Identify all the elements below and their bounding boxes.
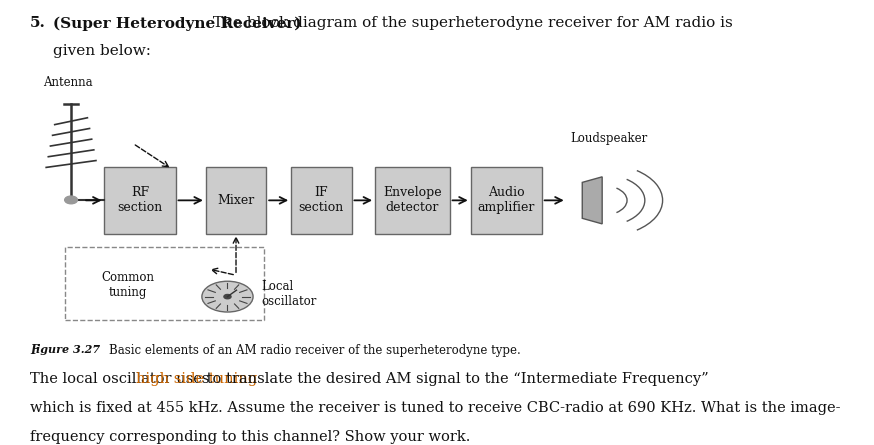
Text: to translate the desired AM signal to the “Intermediate Frequency”: to translate the desired AM signal to th… bbox=[202, 372, 708, 385]
Text: given below:: given below: bbox=[52, 44, 150, 58]
Text: The local oscillator uses: The local oscillator uses bbox=[30, 372, 214, 385]
Text: Envelope
detector: Envelope detector bbox=[383, 186, 441, 214]
Text: Audio
amplifier: Audio amplifier bbox=[477, 186, 535, 214]
Text: Local
oscillator: Local oscillator bbox=[261, 280, 317, 308]
Text: F: F bbox=[30, 344, 38, 357]
Text: frequency corresponding to this channel? Show your work.: frequency corresponding to this channel?… bbox=[30, 430, 470, 444]
Text: (Super Heterodyne Receiver): (Super Heterodyne Receiver) bbox=[52, 16, 301, 31]
Text: igure 3.27: igure 3.27 bbox=[36, 344, 100, 355]
Text: Antenna: Antenna bbox=[44, 76, 93, 89]
FancyBboxPatch shape bbox=[105, 167, 176, 234]
FancyBboxPatch shape bbox=[375, 167, 449, 234]
Text: which is fixed at 455 kHz. Assume the receiver is tuned to receive CBC-radio at : which is fixed at 455 kHz. Assume the re… bbox=[30, 400, 840, 415]
Text: Common
tuning: Common tuning bbox=[101, 271, 155, 299]
FancyBboxPatch shape bbox=[205, 167, 267, 234]
FancyBboxPatch shape bbox=[291, 167, 351, 234]
Text: The block diagram of the superheterodyne receiver for AM radio is: The block diagram of the superheterodyne… bbox=[207, 16, 732, 30]
Text: Basic elements of an AM radio receiver of the superheterodyne type.: Basic elements of an AM radio receiver o… bbox=[94, 344, 521, 357]
Circle shape bbox=[202, 281, 253, 312]
FancyBboxPatch shape bbox=[470, 167, 542, 234]
Polygon shape bbox=[582, 177, 602, 224]
Text: 5.: 5. bbox=[30, 16, 45, 30]
Text: Loudspeaker: Loudspeaker bbox=[571, 132, 648, 145]
Circle shape bbox=[65, 196, 78, 204]
Text: high side tuning: high side tuning bbox=[136, 372, 257, 385]
Text: RF
section: RF section bbox=[117, 186, 163, 214]
Text: Mixer: Mixer bbox=[218, 194, 254, 207]
Text: IF
section: IF section bbox=[299, 186, 344, 214]
Circle shape bbox=[224, 295, 231, 299]
